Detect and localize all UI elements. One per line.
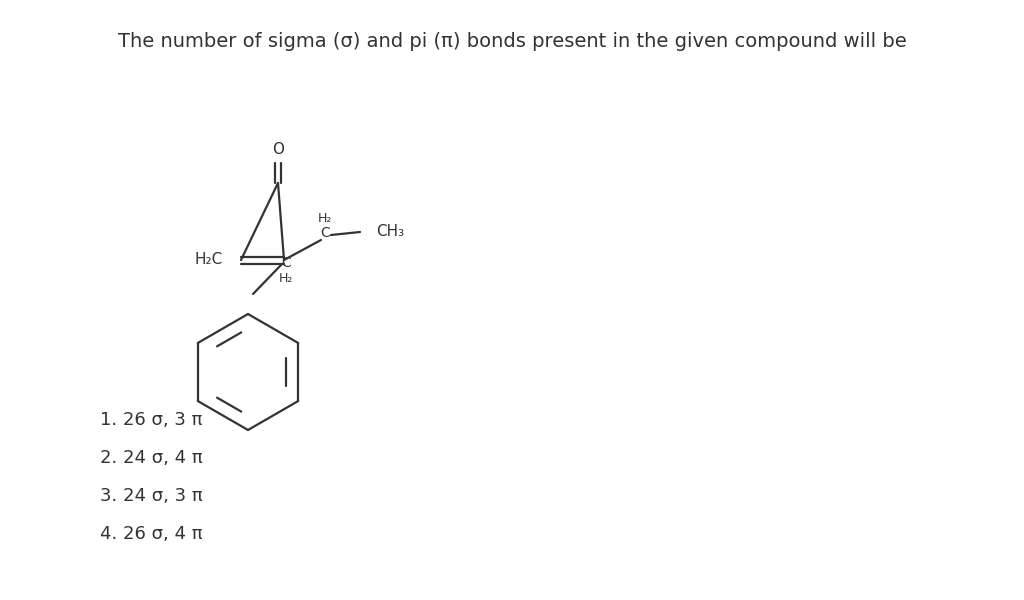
Text: The number of sigma (σ) and pi (π) bonds present in the given compound will be: The number of sigma (σ) and pi (π) bonds… bbox=[118, 32, 906, 51]
Text: CH₃: CH₃ bbox=[376, 224, 404, 239]
Text: 2. 24 σ, 4 π: 2. 24 σ, 4 π bbox=[100, 449, 203, 467]
Text: O: O bbox=[272, 142, 284, 157]
Text: C: C bbox=[282, 256, 291, 270]
Text: H₂C: H₂C bbox=[195, 253, 223, 268]
Text: 3. 24 σ, 3 π: 3. 24 σ, 3 π bbox=[100, 487, 203, 505]
Text: C: C bbox=[321, 226, 330, 240]
Text: H₂: H₂ bbox=[279, 271, 293, 284]
Text: 1. 26 σ, 3 π: 1. 26 σ, 3 π bbox=[100, 411, 203, 429]
Text: 4. 26 σ, 4 π: 4. 26 σ, 4 π bbox=[100, 525, 203, 543]
Text: H₂: H₂ bbox=[317, 212, 332, 226]
